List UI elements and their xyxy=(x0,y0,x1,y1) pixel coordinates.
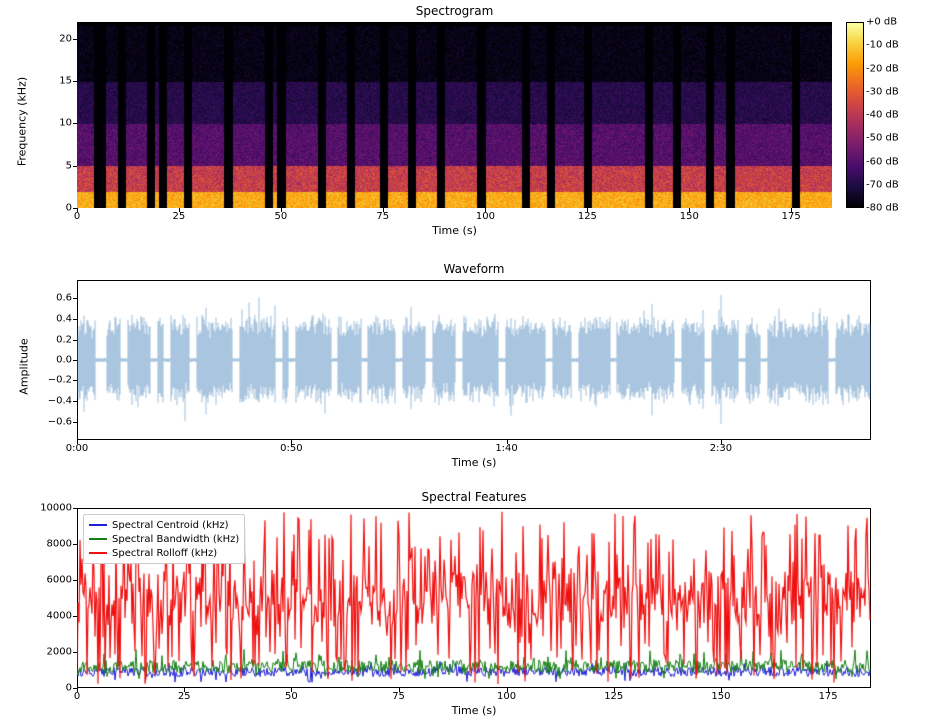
colorbar-gradient xyxy=(846,22,864,208)
legend-item-centroid: Spectral Centroid (kHz) xyxy=(89,518,239,532)
ytick: −0.6 xyxy=(48,416,72,427)
legend-label: Spectral Centroid (kHz) xyxy=(112,520,229,531)
ytick: 4000 xyxy=(47,611,72,622)
legend: Spectral Centroid (kHz) Spectral Bandwid… xyxy=(83,514,245,564)
xtick: 0:50 xyxy=(280,443,302,454)
ytick: 0.6 xyxy=(56,293,72,304)
waveform-ylabel: Amplitude xyxy=(18,317,31,417)
spectrogram-plot xyxy=(77,22,832,208)
ytick: 0.2 xyxy=(56,334,72,345)
xtick: 2:30 xyxy=(710,443,732,454)
xtick: 0 xyxy=(74,211,80,222)
cbar-tick: -30 dB xyxy=(866,86,899,97)
xtick: 0 xyxy=(74,691,80,702)
spectrogram-panel: Spectrogram 0 5 10 15 20 0 25 50 75 100 … xyxy=(77,22,832,208)
xtick: 1:40 xyxy=(495,443,517,454)
waveform-panel: Waveform −0.6 −0.4 −0.2 0.0 0.2 0.4 0.6 … xyxy=(77,280,871,440)
xtick: 175 xyxy=(819,691,838,702)
ytick: 5 xyxy=(66,160,72,171)
ytick: 2000 xyxy=(47,647,72,658)
xtick: 100 xyxy=(497,691,516,702)
legend-item-bandwidth: Spectral Bandwidth (kHz) xyxy=(89,532,239,546)
cbar-tick: -10 dB xyxy=(866,40,899,51)
cbar-tick: -60 dB xyxy=(866,156,899,167)
cbar-tick: +0 dB xyxy=(866,17,897,28)
ytick: 20 xyxy=(59,33,72,44)
ytick: 10 xyxy=(59,118,72,129)
spectrogram-ylabel: Frequency (kHz) xyxy=(16,72,29,172)
spectral-title: Spectral Features xyxy=(77,490,871,504)
colorbar: +0 dB -10 dB -20 dB -30 dB -40 dB -50 dB… xyxy=(846,22,864,208)
waveform-plot xyxy=(77,280,871,440)
xtick: 75 xyxy=(376,211,389,222)
xtick: 0:00 xyxy=(66,443,88,454)
ytick: 10000 xyxy=(40,503,72,514)
ytick: 0 xyxy=(66,683,72,694)
xtick: 150 xyxy=(680,211,699,222)
legend-item-rolloff: Spectral Rolloff (kHz) xyxy=(89,546,239,560)
xtick: 50 xyxy=(285,691,298,702)
cbar-tick: -80 dB xyxy=(866,203,899,214)
ytick: 8000 xyxy=(47,539,72,550)
ytick: −0.4 xyxy=(48,395,72,406)
xtick: 125 xyxy=(604,691,623,702)
cbar-tick: -50 dB xyxy=(866,133,899,144)
ytick: 0.4 xyxy=(56,314,72,325)
ytick: 15 xyxy=(59,76,72,87)
spectrogram-title: Spectrogram xyxy=(77,4,832,18)
xtick: 150 xyxy=(711,691,730,702)
waveform-title: Waveform xyxy=(77,262,871,276)
legend-swatch xyxy=(89,538,107,540)
xtick: 125 xyxy=(578,211,597,222)
cbar-tick: -70 dB xyxy=(866,179,899,190)
waveform-xlabel: Time (s) xyxy=(77,456,871,469)
spectral-xlabel: Time (s) xyxy=(77,704,871,717)
legend-label: Spectral Rolloff (kHz) xyxy=(112,548,217,559)
legend-swatch xyxy=(89,552,107,554)
cbar-tick: -20 dB xyxy=(866,63,899,74)
xtick: 100 xyxy=(476,211,495,222)
xtick: 50 xyxy=(274,211,287,222)
ytick: −0.2 xyxy=(48,375,72,386)
spectral-panel: Spectral Features Spectral Centroid (kHz… xyxy=(77,508,871,688)
figure: Spectrogram 0 5 10 15 20 0 25 50 75 100 … xyxy=(0,0,948,720)
ytick: 0.0 xyxy=(56,355,72,366)
cbar-tick: -40 dB xyxy=(866,110,899,121)
legend-label: Spectral Bandwidth (kHz) xyxy=(112,534,239,545)
xtick: 175 xyxy=(782,211,801,222)
ytick: 0 xyxy=(66,203,72,214)
xtick: 25 xyxy=(178,691,191,702)
ytick: 6000 xyxy=(47,575,72,586)
xtick: 25 xyxy=(173,211,186,222)
spectrogram-xlabel: Time (s) xyxy=(77,224,832,237)
xtick: 75 xyxy=(392,691,405,702)
legend-swatch xyxy=(89,524,107,526)
